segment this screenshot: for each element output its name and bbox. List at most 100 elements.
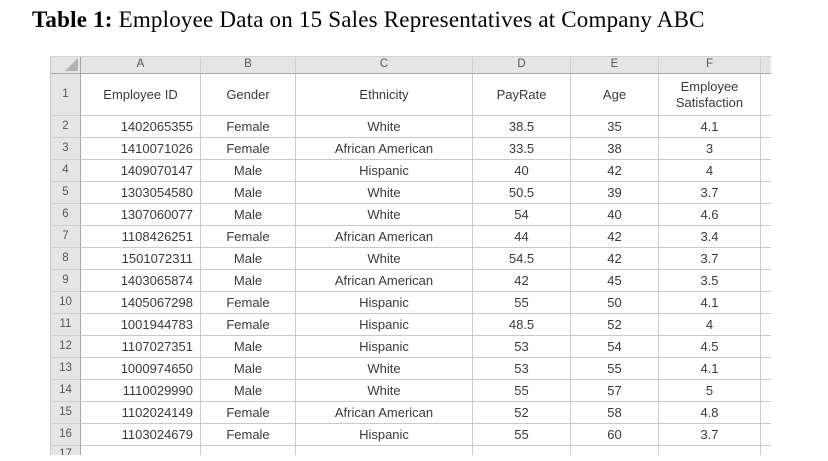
cell-D11[interactable]: 48.5 — [473, 314, 571, 336]
row-header-2[interactable]: 2 — [51, 116, 81, 138]
row-header-17[interactable]: 17 — [51, 446, 81, 455]
cell-E14[interactable]: 57 — [571, 380, 659, 402]
cell-E15[interactable]: 58 — [571, 402, 659, 424]
cell-A7[interactable]: 1108426251 — [81, 226, 201, 248]
column-header-F[interactable]: F — [659, 57, 761, 74]
column-header-D[interactable]: D — [473, 57, 571, 74]
cell-B1[interactable]: Gender — [201, 74, 296, 116]
cell-D12[interactable]: 53 — [473, 336, 571, 358]
cell-C4[interactable]: Hispanic — [296, 160, 473, 182]
cell-D17[interactable] — [473, 446, 571, 455]
row-header-14[interactable]: 14 — [51, 380, 81, 402]
cell-C7[interactable]: African American — [296, 226, 473, 248]
cell-E8[interactable]: 42 — [571, 248, 659, 270]
cell-C11[interactable]: Hispanic — [296, 314, 473, 336]
cell-D4[interactable]: 40 — [473, 160, 571, 182]
cell-C17[interactable] — [296, 446, 473, 455]
row-header-5[interactable]: 5 — [51, 182, 81, 204]
cell-C15[interactable]: African American — [296, 402, 473, 424]
row-header-9[interactable]: 9 — [51, 270, 81, 292]
cell-F2[interactable]: 4.1 — [659, 116, 761, 138]
row-header-8[interactable]: 8 — [51, 248, 81, 270]
cell-B6[interactable]: Male — [201, 204, 296, 226]
cell-A3[interactable]: 1410071026 — [81, 138, 201, 160]
cell-A14[interactable]: 1110029990 — [81, 380, 201, 402]
cell-C5[interactable]: White — [296, 182, 473, 204]
cell-B8[interactable]: Male — [201, 248, 296, 270]
cell-E12[interactable]: 54 — [571, 336, 659, 358]
cell-D14[interactable]: 55 — [473, 380, 571, 402]
cell-A5[interactable]: 1303054580 — [81, 182, 201, 204]
cell-B11[interactable]: Female — [201, 314, 296, 336]
cell-F7[interactable]: 3.4 — [659, 226, 761, 248]
cell-B13[interactable]: Male — [201, 358, 296, 380]
cell-D1[interactable]: PayRate — [473, 74, 571, 116]
cell-E6[interactable]: 40 — [571, 204, 659, 226]
cell-D7[interactable]: 44 — [473, 226, 571, 248]
row-header-1[interactable]: 1 — [51, 74, 81, 116]
cell-C16[interactable]: Hispanic — [296, 424, 473, 446]
cell-B4[interactable]: Male — [201, 160, 296, 182]
cell-E1[interactable]: Age — [571, 74, 659, 116]
cell-B12[interactable]: Male — [201, 336, 296, 358]
cell-C6[interactable]: White — [296, 204, 473, 226]
cell-F8[interactable]: 3.7 — [659, 248, 761, 270]
cell-A8[interactable]: 1501072311 — [81, 248, 201, 270]
column-header-A[interactable]: A — [81, 57, 201, 74]
cell-F11[interactable]: 4 — [659, 314, 761, 336]
cell-A9[interactable]: 1403065874 — [81, 270, 201, 292]
cell-D8[interactable]: 54.5 — [473, 248, 571, 270]
cell-E5[interactable]: 39 — [571, 182, 659, 204]
cell-E16[interactable]: 60 — [571, 424, 659, 446]
cell-B3[interactable]: Female — [201, 138, 296, 160]
cell-F15[interactable]: 4.8 — [659, 402, 761, 424]
cell-D3[interactable]: 33.5 — [473, 138, 571, 160]
cell-B9[interactable]: Male — [201, 270, 296, 292]
cell-F1[interactable]: Employee Satisfaction — [659, 74, 761, 116]
cell-F14[interactable]: 5 — [659, 380, 761, 402]
cell-A11[interactable]: 1001944783 — [81, 314, 201, 336]
row-header-7[interactable]: 7 — [51, 226, 81, 248]
cell-F9[interactable]: 3.5 — [659, 270, 761, 292]
cell-E4[interactable]: 42 — [571, 160, 659, 182]
cell-A15[interactable]: 1102024149 — [81, 402, 201, 424]
cell-C8[interactable]: White — [296, 248, 473, 270]
cell-A6[interactable]: 1307060077 — [81, 204, 201, 226]
cell-A17[interactable] — [81, 446, 201, 455]
cell-D5[interactable]: 50.5 — [473, 182, 571, 204]
cell-C1[interactable]: Ethnicity — [296, 74, 473, 116]
cell-E17[interactable] — [571, 446, 659, 455]
cell-C3[interactable]: African American — [296, 138, 473, 160]
cell-A2[interactable]: 1402065355 — [81, 116, 201, 138]
cell-F12[interactable]: 4.5 — [659, 336, 761, 358]
cell-D13[interactable]: 53 — [473, 358, 571, 380]
cell-B2[interactable]: Female — [201, 116, 296, 138]
cell-F10[interactable]: 4.1 — [659, 292, 761, 314]
cell-C9[interactable]: African American — [296, 270, 473, 292]
cell-F13[interactable]: 4.1 — [659, 358, 761, 380]
cell-D9[interactable]: 42 — [473, 270, 571, 292]
cell-A4[interactable]: 1409070147 — [81, 160, 201, 182]
cell-B15[interactable]: Female — [201, 402, 296, 424]
cell-C12[interactable]: Hispanic — [296, 336, 473, 358]
column-header-B[interactable]: B — [201, 57, 296, 74]
cell-B16[interactable]: Female — [201, 424, 296, 446]
row-header-6[interactable]: 6 — [51, 204, 81, 226]
cell-F3[interactable]: 3 — [659, 138, 761, 160]
cell-D16[interactable]: 55 — [473, 424, 571, 446]
cell-D15[interactable]: 52 — [473, 402, 571, 424]
cell-E2[interactable]: 35 — [571, 116, 659, 138]
cell-E3[interactable]: 38 — [571, 138, 659, 160]
row-header-3[interactable]: 3 — [51, 138, 81, 160]
row-header-15[interactable]: 15 — [51, 402, 81, 424]
cell-F4[interactable]: 4 — [659, 160, 761, 182]
cell-A1[interactable]: Employee ID — [81, 74, 201, 116]
row-header-10[interactable]: 10 — [51, 292, 81, 314]
cell-C2[interactable]: White — [296, 116, 473, 138]
row-header-12[interactable]: 12 — [51, 336, 81, 358]
cell-A13[interactable]: 1000974650 — [81, 358, 201, 380]
cell-D10[interactable]: 55 — [473, 292, 571, 314]
cell-E11[interactable]: 52 — [571, 314, 659, 336]
cell-B14[interactable]: Male — [201, 380, 296, 402]
row-header-16[interactable]: 16 — [51, 424, 81, 446]
